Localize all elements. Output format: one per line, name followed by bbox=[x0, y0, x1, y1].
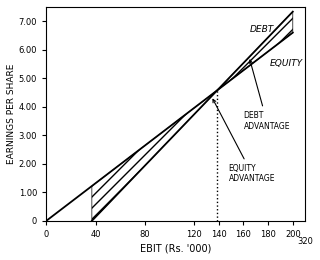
Text: DEBT: DEBT bbox=[250, 25, 274, 34]
Text: DEBT
ADVANTAGE: DEBT ADVANTAGE bbox=[244, 60, 290, 131]
Text: 320: 320 bbox=[297, 237, 313, 245]
Y-axis label: EARNINGS PER SHARE: EARNINGS PER SHARE bbox=[7, 64, 16, 164]
Text: EQUITY: EQUITY bbox=[269, 59, 302, 68]
X-axis label: EBIT (Rs. '000): EBIT (Rs. '000) bbox=[140, 243, 212, 253]
Text: EQUITY
ADVANTAGE: EQUITY ADVANTAGE bbox=[213, 99, 275, 184]
